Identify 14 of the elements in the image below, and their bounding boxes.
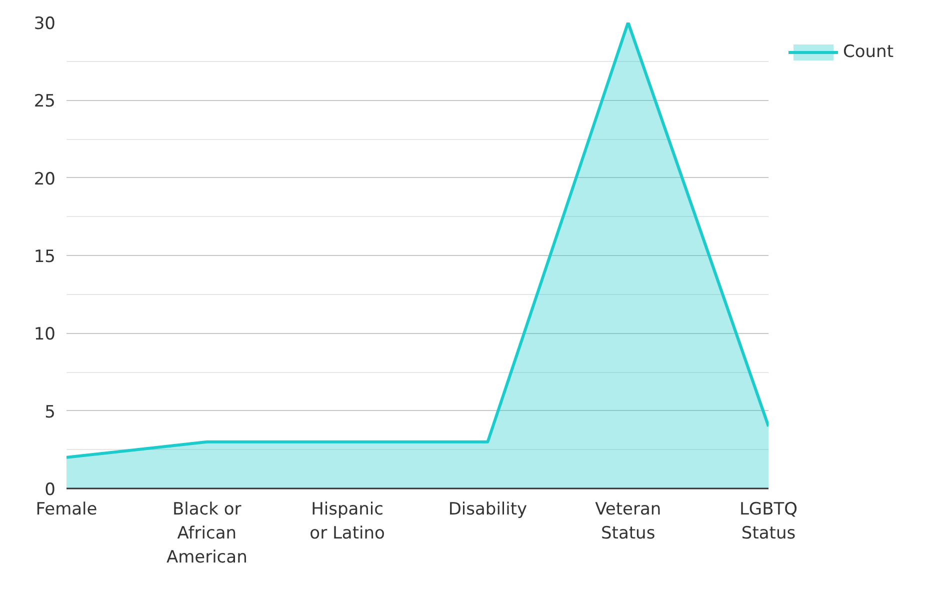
x-tick-label: Black or African American (166, 500, 248, 568)
y-tick-label: 15 (34, 247, 56, 267)
x-tick-label: Female (36, 500, 98, 520)
y-tick-label: 5 (44, 402, 56, 422)
legend-label: Count (843, 42, 894, 62)
x-tick-label: LGBTQ Status (739, 500, 798, 544)
y-tick-label: 20 (34, 169, 56, 190)
y-tick-label: 10 (34, 324, 56, 345)
y-tick-label: 25 (34, 92, 56, 112)
y-tick-label: 30 (34, 14, 56, 34)
x-tick-label: Disability (448, 500, 528, 520)
x-tick-label: Veteran Status (595, 500, 662, 544)
x-tick-label: Hispanic or Latino (310, 500, 385, 544)
y-tick-label: 0 (44, 480, 56, 500)
